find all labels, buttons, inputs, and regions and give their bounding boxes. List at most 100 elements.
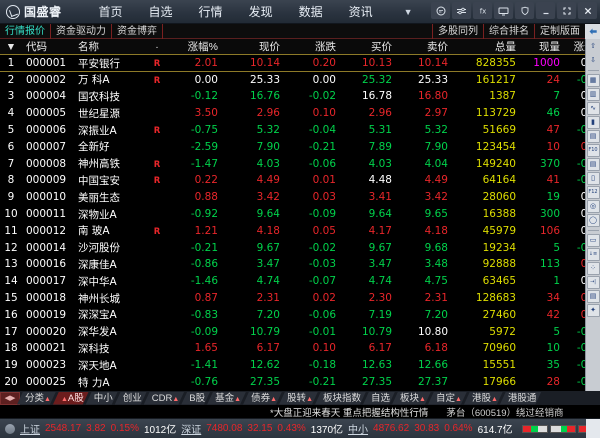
category-tab-A股[interactable]: ▲A股 (53, 392, 89, 405)
table-row[interactable]: 10 000011 深物业A -0.92 9.64 -0.09 9.64 9.65 16388 3… (0, 206, 585, 223)
subtab-multi-stock-columns[interactable]: 多股同列 (432, 24, 483, 39)
table-row[interactable]: 7 000008 神州高铁 R -1.47 4.03 -0.06 4.03 4.04 149240… (0, 155, 585, 172)
minimize-button[interactable] (536, 2, 555, 19)
cell-code[interactable]: 000010 (26, 191, 67, 204)
cell-name[interactable]: 深深宝A (78, 309, 117, 322)
nav-item-news[interactable]: 资讯 (348, 4, 373, 19)
f12-icon[interactable]: F12 (586, 186, 600, 199)
prev-next-arrows-icon[interactable]: ◀▶ (0, 391, 20, 405)
subtab-custom-layout[interactable]: 定制版面 (534, 24, 585, 39)
category-tab-创业[interactable]: 创业 (115, 392, 147, 405)
col-header-ask[interactable]: 卖价 (396, 39, 452, 55)
table-row[interactable]: 18 000021 深科技 1.65 6.17 0.10 6.17 6.18 70960 10 -0… (0, 340, 585, 357)
cell-name[interactable]: 世纪星源 (78, 107, 120, 120)
index-name-szse[interactable]: 深证 (181, 425, 202, 436)
news-ticker[interactable]: *大盘正迎来春天 重点把握结构性行情 茅台（600519）绕过经销商 (0, 405, 600, 418)
f10-info-icon[interactable]: F10 (586, 144, 600, 157)
sliders-icon[interactable] (452, 2, 471, 19)
category-tab-中小[interactable]: 中小 (86, 392, 118, 405)
cell-code[interactable]: 000008 (26, 157, 67, 170)
table-row[interactable]: 15 000018 神州长城 0.87 2.31 0.02 2.30 2.31 128683 34… (0, 290, 585, 307)
cell-name[interactable]: 深振业A (78, 124, 117, 137)
nav-item-home[interactable]: 首页 (98, 4, 123, 19)
bar-chart-icon[interactable]: ▥ (586, 88, 600, 101)
table-row[interactable]: 12 000014 沙河股份 -0.21 9.67 -0.02 9.67 9.68 19234 5… (0, 239, 585, 256)
col-header-current-volume[interactable]: 现量 (520, 39, 564, 55)
category-tab-自选[interactable]: 自选 (363, 392, 395, 405)
cell-code[interactable]: 000004 (26, 90, 67, 103)
cell-name[interactable]: 美丽生态 (78, 191, 120, 204)
shield-icon[interactable] (515, 2, 534, 19)
close-button[interactable] (578, 2, 597, 19)
subtab-quote-board[interactable]: 行情报价 (0, 23, 51, 39)
scroll-down-icon[interactable]: ⇩ (590, 56, 596, 64)
chart-report-icon[interactable]: ▦ (586, 74, 600, 87)
table-row[interactable]: 19 000023 深天地A -1.41 12.62 -0.18 12.63 12.66 155… (0, 357, 585, 374)
grid-icon[interactable]: ⁘ (586, 262, 600, 275)
cell-name[interactable]: 神州高铁 (78, 158, 120, 171)
cell-name[interactable]: 万 科A (78, 74, 110, 87)
cell-name[interactable]: 特 力A (78, 376, 110, 389)
cell-name[interactable]: 深中华A (78, 275, 117, 288)
cell-name[interactable]: 中国宝安 (78, 174, 120, 187)
trend-line-icon[interactable]: ∿ (586, 102, 600, 115)
nav-item-discover[interactable]: 发现 (248, 4, 273, 19)
cell-name[interactable]: 全新好 (78, 141, 110, 154)
category-tab-板块[interactable]: 板块▲ (392, 392, 431, 405)
table-row[interactable]: 9 000010 美丽生态 0.88 3.42 0.03 3.41 3.42 28060 19 0.… (0, 189, 585, 206)
category-tab-股转[interactable]: 股转▲ (279, 392, 318, 405)
settings-icon[interactable]: ✦ (586, 304, 600, 317)
table-row[interactable]: 13 000016 深康佳A -0.86 3.47 -0.03 3.47 3.48 92888 1… (0, 256, 585, 273)
subtab-capital-drive[interactable]: 资金驱动力 (51, 23, 112, 39)
cell-code[interactable]: 000011 (26, 208, 67, 221)
cell-name[interactable]: 深康佳A (78, 258, 117, 271)
table-row[interactable]: 5 000006 深振业A R -0.75 5.32 -0.04 5.31 5.32 51669 4… (0, 122, 585, 139)
col-header-price[interactable]: 现价 (222, 39, 284, 55)
quote-table-container[interactable]: 代码 名称 · 涨幅% 现价 涨跌 买价 卖价 总量 现量 涨速% 换手% 10… (0, 39, 585, 391)
back-arrow-icon[interactable] (585, 24, 600, 39)
clock-icon[interactable]: ◯ (586, 214, 600, 227)
category-tab-B股[interactable]: B股 (181, 392, 210, 405)
function-icon[interactable]: fx (473, 2, 492, 19)
table-row[interactable]: 8 000009 中国宝安 R 0.22 4.49 0.01 4.48 4.49 64164 41 -… (0, 172, 585, 189)
category-tab-基金[interactable]: 基金▲ (207, 392, 246, 405)
news-panel-icon[interactable]: ▯ (586, 172, 600, 185)
category-tab-分类[interactable]: 分类▲ (17, 392, 56, 405)
cell-code[interactable]: 000021 (26, 342, 67, 355)
cell-code[interactable]: 000005 (26, 107, 67, 120)
folder-icon[interactable]: ▭ (586, 234, 600, 247)
index-name-sme[interactable]: 中小 (348, 425, 369, 436)
col-header-bid[interactable]: 买价 (340, 39, 396, 55)
monitor-icon[interactable] (494, 2, 513, 19)
cell-name[interactable]: 深天地A (78, 359, 117, 372)
status-bar-resize-grip[interactable] (586, 419, 600, 438)
table-row[interactable]: 14 000017 深中华A -1.46 4.74 -0.07 4.74 4.75 63465 1… (0, 273, 585, 290)
category-tab-债券[interactable]: 债券▲ (243, 392, 282, 405)
cell-name[interactable]: 沙河股份 (78, 242, 120, 255)
subtab-capital-game[interactable]: 资金博弈 (112, 23, 163, 39)
cell-code[interactable]: 000020 (26, 325, 67, 338)
cell-code[interactable]: 000019 (26, 308, 67, 321)
cell-code[interactable]: 000016 (26, 258, 67, 271)
cell-code[interactable]: 000014 (26, 241, 67, 254)
col-header-volume[interactable]: 总量 (452, 39, 520, 55)
table-row[interactable]: 11 000012 南 玻A R 1.21 4.18 0.05 4.17 4.18 45979 10… (0, 222, 585, 239)
cell-code[interactable]: 000017 (26, 275, 67, 288)
export-icon[interactable]: →| (586, 276, 600, 289)
cell-code[interactable]: 000002 (26, 73, 67, 86)
col-header-change[interactable]: 涨跌 (284, 39, 340, 55)
col-header-change-pct[interactable]: 涨幅% (164, 39, 222, 55)
table-row[interactable]: 2 000002 万 科A R 0.00 25.33 0.00 25.32 25.33 16121… (0, 71, 585, 88)
table-row[interactable]: 1 000001 平安银行 R 2.01 10.14 0.20 10.13 10.14 82835… (0, 53, 585, 73)
cell-code[interactable]: 000012 (26, 224, 67, 237)
cell-name[interactable]: 深物业A (78, 208, 117, 221)
cell-name[interactable]: 平安银行 (74, 54, 150, 72)
sort-icon[interactable]: ↓≡ (586, 248, 600, 261)
maximize-button[interactable] (557, 2, 576, 19)
cell-code[interactable]: 000009 (26, 174, 67, 187)
cell-code[interactable]: 000025 (26, 376, 67, 389)
candlestick-icon[interactable]: ▮ (586, 116, 600, 129)
category-tab-港股通[interactable]: 港股通 (500, 392, 542, 405)
cell-name[interactable]: 国农科技 (78, 90, 120, 103)
col-header-speed[interactable]: 涨速% (564, 39, 585, 55)
